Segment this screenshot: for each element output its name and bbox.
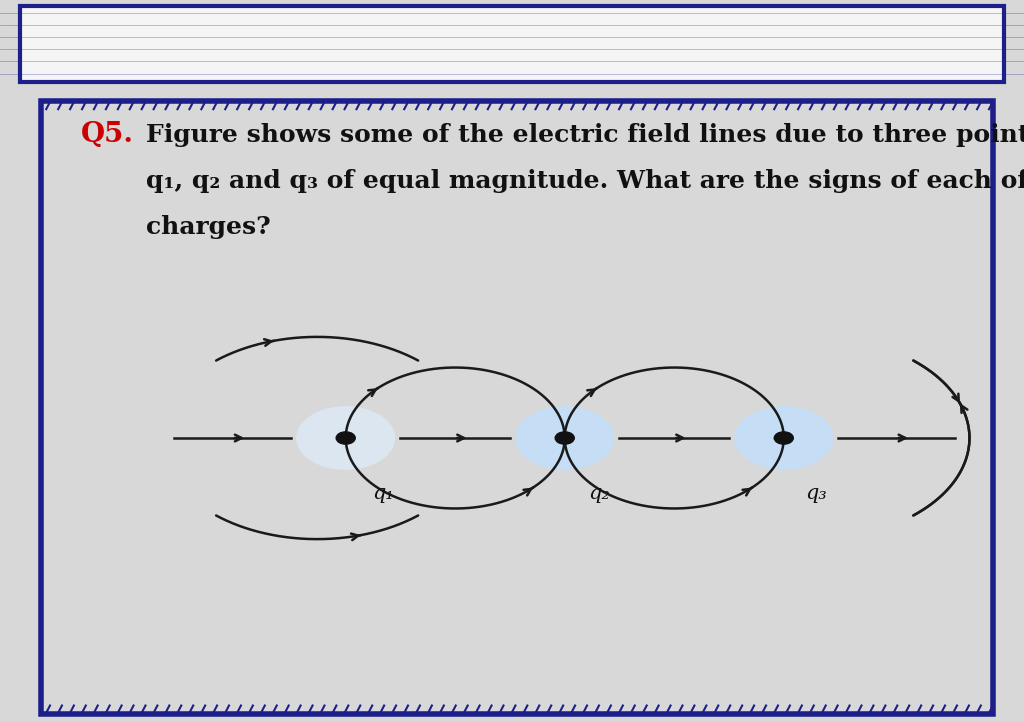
Text: q₂: q₂ — [589, 484, 610, 503]
Text: Q5.: Q5. — [81, 121, 134, 148]
Circle shape — [515, 406, 614, 470]
Text: Figure shows some of the electric field lines due to three point charges: Figure shows some of the electric field … — [145, 123, 1024, 146]
Text: q₁, q₂ and q₃ of equal magnitude. What are the signs of each of the three: q₁, q₂ and q₃ of equal magnitude. What a… — [145, 169, 1024, 193]
Circle shape — [774, 432, 794, 444]
Text: q₁: q₁ — [373, 484, 394, 503]
FancyBboxPatch shape — [20, 6, 1004, 82]
Text: q₃: q₃ — [805, 484, 826, 503]
Text: charges?: charges? — [145, 215, 270, 239]
Circle shape — [336, 432, 355, 444]
Circle shape — [555, 432, 574, 444]
Circle shape — [734, 406, 834, 470]
Circle shape — [296, 406, 395, 470]
